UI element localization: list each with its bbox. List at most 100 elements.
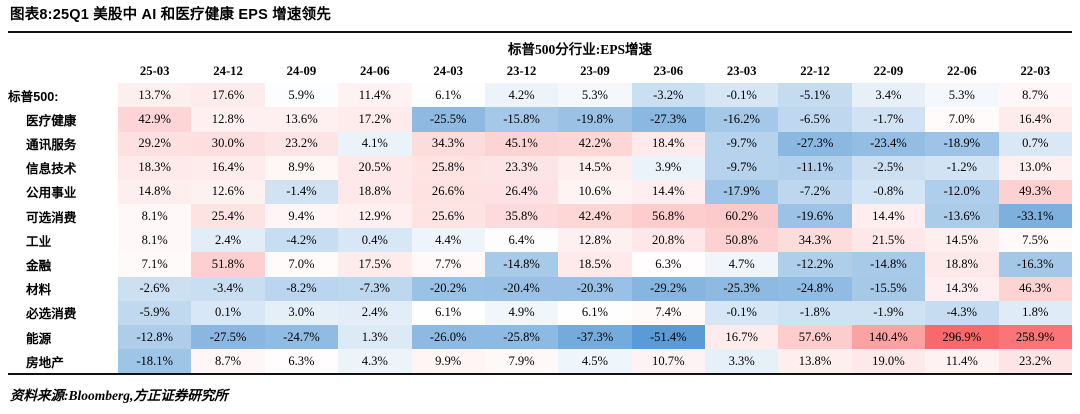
data-cell: 57.6% — [778, 325, 852, 350]
data-cell: 4.1% — [338, 131, 412, 156]
data-cell: 60.2% — [705, 204, 779, 229]
row-label: 能源 — [26, 331, 52, 346]
data-cell: -2.5% — [851, 155, 926, 180]
data-cell: -1.7% — [851, 107, 926, 132]
data-cell: 3.9% — [631, 155, 705, 180]
data-cell: 56.8% — [631, 204, 705, 229]
data-cell: 17.6% — [191, 83, 265, 108]
data-cell: 6.3% — [631, 252, 705, 277]
data-cell: -7.2% — [778, 179, 852, 205]
data-cell: 14.4% — [631, 179, 705, 205]
table-row: 工业 8.1% 2.4% -4.2% 0.4% 4.4% 6.4% 12.8% 20.8% 50.… — [8, 228, 1072, 253]
data-cell: 10.7% — [631, 349, 705, 374]
data-cell: 13.0% — [998, 155, 1072, 180]
data-cell: 18.5% — [558, 252, 632, 277]
data-cell: 35.8% — [484, 204, 559, 229]
data-cell: 2.4% — [191, 228, 265, 253]
column-header-23-09: 23-09 — [580, 63, 610, 78]
data-cell: -9.7% — [705, 131, 779, 156]
bottom-rule — [8, 373, 1072, 376]
data-cell: 17.5% — [338, 252, 412, 277]
data-cell: 14.8% — [118, 179, 192, 205]
data-cell: -2.6% — [118, 276, 192, 301]
data-cell: 17.2% — [338, 107, 412, 132]
table-body: 标普500: 13.7% 17.6% 5.9% 11.4% 6.1% 4.2% 5.3% -3.… — [8, 83, 1072, 374]
data-cell: 258.9% — [998, 325, 1072, 350]
data-cell: 23.2% — [264, 131, 339, 156]
data-cell: -17.9% — [705, 179, 779, 205]
data-cell: 3.3% — [705, 349, 779, 374]
title-block: 图表8:25Q1 美股中 AI 和医疗健康 EPS 增速领先 — [8, 0, 1072, 28]
data-cell: 23.2% — [998, 349, 1072, 374]
data-cell: 20.5% — [338, 155, 412, 180]
data-cell: -27.5% — [191, 325, 265, 350]
table-subtitle: 标普500分行业:EPS增速 — [507, 42, 652, 58]
data-cell: 18.8% — [925, 252, 999, 277]
data-cell: 51.8% — [191, 252, 265, 277]
table-row: 能源 -12.8% -27.5% -24.7% 1.3% -26.0% -25.8% -37.… — [8, 325, 1072, 350]
data-cell: 6.1% — [558, 300, 632, 325]
data-cell: -24.7% — [264, 325, 339, 350]
data-cell: -20.4% — [484, 276, 559, 301]
data-cell: 18.3% — [118, 155, 192, 180]
subtitle-row: 标普500分行业:EPS增速 — [8, 33, 1072, 59]
row-label: 材料 — [26, 283, 52, 298]
data-cell: 11.4% — [338, 83, 412, 108]
data-cell: 4.5% — [558, 349, 632, 374]
data-cell: 6.1% — [411, 83, 485, 108]
row-label: 可选消费 — [26, 210, 77, 225]
data-cell: 16.4% — [998, 107, 1072, 132]
data-cell: 26.4% — [484, 179, 559, 205]
data-cell: 0.1% — [191, 300, 265, 325]
row-label: 信息技术 — [26, 162, 77, 177]
data-cell: -11.1% — [778, 155, 852, 180]
data-cell: -3.4% — [191, 276, 265, 301]
table-row: 材料 -2.6% -3.4% -8.2% -7.3% -20.2% -20.4% -20.3%… — [8, 276, 1072, 301]
data-cell: -6.5% — [778, 107, 852, 132]
data-cell: 46.3% — [998, 276, 1072, 301]
source-note: 资料来源:Bloomberg,方正证券研究所 — [10, 388, 228, 404]
data-cell: -13.6% — [925, 204, 999, 229]
data-cell: 7.5% — [998, 228, 1072, 253]
data-cell: -24.8% — [778, 276, 852, 301]
data-cell: -51.4% — [631, 325, 705, 350]
data-cell: 14.5% — [925, 228, 999, 253]
data-cell: 13.6% — [264, 107, 339, 132]
table-row: 公用事业 14.8% 12.6% -1.4% 18.8% 26.6% 26.4% 10.6% 1… — [8, 179, 1072, 205]
data-cell: 4.2% — [484, 83, 559, 108]
data-cell: 9.9% — [411, 349, 485, 374]
data-cell: 2.4% — [338, 300, 412, 325]
column-header-24-09: 24-09 — [286, 63, 317, 78]
column-header-24-06: 24-06 — [360, 63, 390, 78]
data-cell: 14.5% — [558, 155, 632, 180]
data-cell: 14.4% — [851, 204, 926, 229]
data-cell: 0.4% — [338, 228, 412, 253]
data-cell: 30.0% — [191, 131, 265, 156]
data-cell: 0.7% — [998, 131, 1072, 156]
data-cell: 4.7% — [705, 252, 779, 277]
data-cell: 7.0% — [925, 107, 999, 132]
row-label: 公用事业 — [26, 186, 77, 201]
data-cell: -19.8% — [558, 107, 632, 132]
data-cell: 8.7% — [191, 349, 265, 374]
data-cell: 8.7% — [998, 83, 1072, 108]
column-header-22-09: 22-09 — [873, 63, 904, 78]
table-row: 金融 7.1% 51.8% 7.0% 17.5% 7.7% -14.8% 18.5% 6.3% 4… — [8, 252, 1072, 277]
data-cell: 10.6% — [558, 179, 632, 205]
data-cell: -20.3% — [558, 276, 632, 301]
data-cell: 18.8% — [338, 179, 412, 205]
data-cell: 12.6% — [191, 179, 265, 205]
data-cell: -20.2% — [411, 276, 485, 301]
data-cell: -18.1% — [118, 349, 192, 374]
row-label: 必选消费 — [26, 307, 77, 322]
data-cell: -0.8% — [851, 179, 926, 205]
data-cell: 25.4% — [191, 204, 265, 229]
data-cell: 12.8% — [191, 107, 265, 132]
data-cell: 25.6% — [411, 204, 485, 229]
data-cell: 25.8% — [411, 155, 485, 180]
column-header-23-12: 23-12 — [506, 63, 537, 78]
data-cell: 42.9% — [118, 107, 192, 132]
data-cell: 7.7% — [411, 252, 485, 277]
data-cell: 4.4% — [411, 228, 485, 253]
